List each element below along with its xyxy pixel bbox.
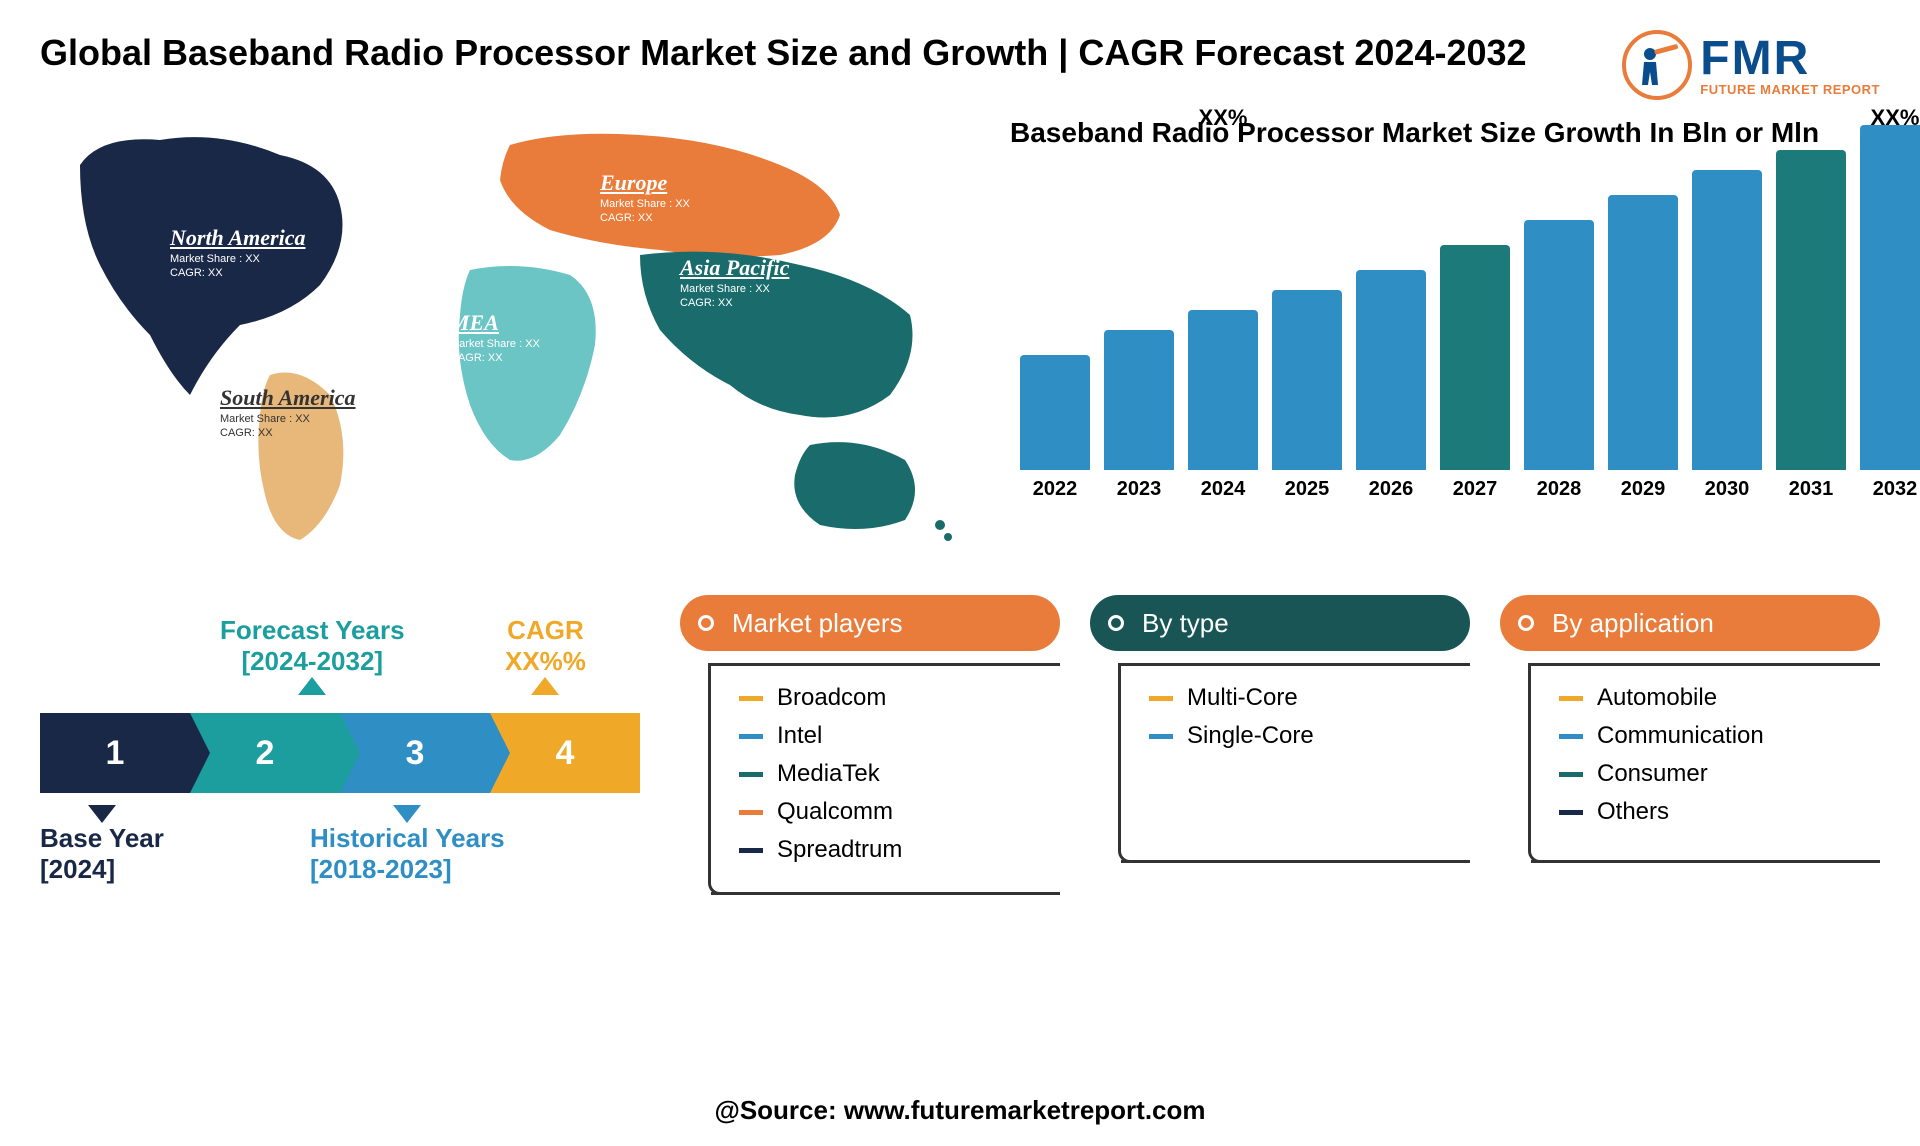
category-item: Others: [1559, 798, 1862, 826]
category-by-type: By type Multi-Core Single-Core: [1090, 595, 1470, 895]
logo-subtitle: FUTURE MARKET REPORT: [1700, 83, 1880, 96]
category-item: Multi-Core: [1149, 684, 1452, 712]
bar-2030: 2030: [1692, 170, 1762, 501]
bar-chart-section: Baseband Radio Processor Market Size Gro…: [1010, 115, 1920, 555]
header: Global Baseband Radio Processor Market S…: [40, 30, 1880, 100]
category-market-players: Market players Broadcom Intel MediaTek Qualc…: [680, 595, 1060, 895]
region-label-south-america: South AmericaMarket Share : XXCAGR: XX: [220, 385, 356, 439]
category-item: Automobile: [1559, 684, 1862, 712]
regional-map: North AmericaMarket Share : XXCAGR: XX So…: [40, 115, 980, 555]
bar-2028: 2028: [1524, 220, 1594, 501]
category-header: By application: [1500, 595, 1880, 651]
category-item: Single-Core: [1149, 722, 1452, 750]
bar-2031: 2031: [1776, 150, 1846, 501]
timeline-label-bottom: Base Year[2024]: [40, 801, 164, 885]
title-block: Global Baseband Radio Processor Market S…: [40, 30, 1622, 77]
category-header: By type: [1090, 595, 1470, 651]
page-title: Global Baseband Radio Processor Market S…: [40, 30, 1622, 77]
bar-2032: XX%2032: [1860, 125, 1920, 501]
logo-text: FMR FUTURE MARKET REPORT: [1700, 35, 1880, 96]
timeline-segment-3: 3: [340, 713, 490, 793]
category-item: MediaTek: [739, 760, 1042, 788]
category-item: Communication: [1559, 722, 1862, 750]
region-label-europe: EuropeMarket Share : XXCAGR: XX: [600, 170, 690, 224]
category-item: Spreadtrum: [739, 836, 1042, 864]
fmr-logo: FMR FUTURE MARKET REPORT: [1622, 30, 1880, 100]
region-label-north-america: North AmericaMarket Share : XXCAGR: XX: [170, 225, 305, 279]
bar-2026: 2026: [1356, 270, 1426, 501]
timeline-segment-1: 1: [40, 713, 190, 793]
category-item: Consumer: [1559, 760, 1862, 788]
bar-2022: 2022: [1020, 355, 1090, 501]
category-header: Market players: [680, 595, 1060, 651]
person-telescope-icon: [1632, 40, 1682, 90]
chart-title: Baseband Radio Processor Market Size Gro…: [1010, 115, 1920, 151]
region-label-asia-pacific: Asia PacificMarket Share : XXCAGR: XX: [680, 255, 789, 309]
source-attribution: @Source: www.futuremarketreport.com: [0, 1095, 1920, 1126]
logo-circle-icon: [1622, 30, 1692, 100]
bar-chart: 20222023XX%20242025202620272028202920302…: [1010, 171, 1920, 501]
category-item: Qualcomm: [739, 798, 1042, 826]
region-label-mea: MEAMarket Share : XXCAGR: XX: [450, 310, 540, 364]
timeline-segment-4: 4: [490, 713, 640, 793]
bar-2027: 2027: [1440, 245, 1510, 501]
bar-2029: 2029: [1608, 195, 1678, 501]
bar-2023: 2023: [1104, 330, 1174, 501]
timeline-bar: 1234: [40, 713, 640, 793]
logo-acronym: FMR: [1700, 35, 1880, 83]
timeline-label-top: Forecast Years[2024-2032]: [220, 615, 405, 695]
bar-2025: 2025: [1272, 290, 1342, 501]
category-item: Broadcom: [739, 684, 1042, 712]
timeline-segment-2: 2: [190, 713, 340, 793]
timeline-label-top: CAGRXX%%: [505, 615, 586, 695]
timeline-label-bottom: Historical Years[2018-2023]: [310, 801, 505, 885]
timeline-section: Forecast Years[2024-2032] CAGRXX%% 1234 B…: [40, 595, 640, 901]
category-by-application: By application Automobile Communication Con…: [1500, 595, 1880, 895]
category-item: Intel: [739, 722, 1042, 750]
bar-2024: XX%2024: [1188, 310, 1258, 501]
